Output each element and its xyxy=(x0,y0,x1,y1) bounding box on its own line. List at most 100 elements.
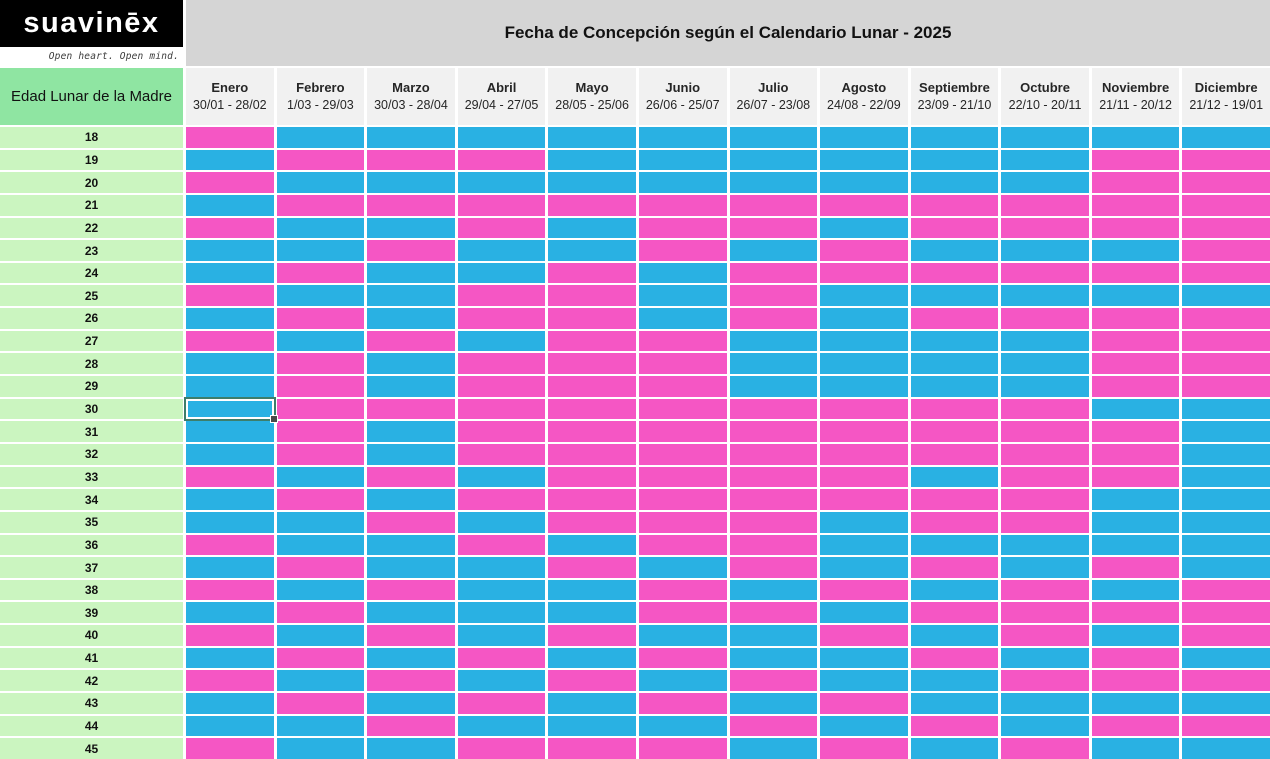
grid-cell[interactable] xyxy=(820,715,908,737)
grid-cell[interactable] xyxy=(638,194,727,216)
grid-cell[interactable] xyxy=(548,670,636,692)
grid-cell[interactable] xyxy=(910,262,999,284)
grid-cell[interactable] xyxy=(457,308,546,329)
grid-cell[interactable] xyxy=(1182,285,1270,307)
grid-cell[interactable] xyxy=(910,466,999,488)
grid-cell[interactable] xyxy=(186,557,274,578)
age-cell-24[interactable]: 24 xyxy=(0,262,183,284)
grid-cell[interactable] xyxy=(276,602,365,624)
grid-cell[interactable] xyxy=(1091,738,1180,759)
month-header-diciembre[interactable]: Diciembre 21/12 - 19/01 xyxy=(1182,68,1270,125)
grid-cell[interactable] xyxy=(1182,194,1270,216)
grid-cell[interactable] xyxy=(820,602,908,624)
grid-cell[interactable] xyxy=(457,443,546,465)
grid-cell[interactable] xyxy=(1182,579,1270,601)
grid-cell[interactable] xyxy=(1182,376,1270,397)
grid-cell[interactable] xyxy=(457,262,546,284)
grid-cell[interactable] xyxy=(367,127,455,148)
grid-cell[interactable] xyxy=(1182,647,1270,669)
grid-cell[interactable] xyxy=(1001,353,1089,375)
grid-cell[interactable] xyxy=(910,738,999,759)
grid-cell[interactable] xyxy=(910,602,999,624)
grid-cell[interactable] xyxy=(457,398,546,420)
grid-cell[interactable] xyxy=(548,625,636,646)
grid-cell[interactable] xyxy=(548,330,636,352)
grid-cell[interactable] xyxy=(276,376,365,397)
grid-cell[interactable] xyxy=(457,738,546,759)
grid-cell[interactable] xyxy=(186,194,274,216)
grid-cell[interactable] xyxy=(1001,194,1089,216)
grid-cell[interactable] xyxy=(276,421,365,442)
age-cell-28[interactable]: 28 xyxy=(0,353,183,375)
grid-cell[interactable] xyxy=(276,308,365,329)
month-header-febrero[interactable]: Febrero 1/03 - 29/03 xyxy=(276,68,365,125)
age-cell-38[interactable]: 38 xyxy=(0,579,183,601)
age-cell-32[interactable]: 32 xyxy=(0,443,183,465)
grid-cell[interactable] xyxy=(1001,738,1089,759)
grid-cell[interactable] xyxy=(729,443,818,465)
grid-cell[interactable] xyxy=(367,194,455,216)
grid-cell[interactable] xyxy=(638,738,727,759)
grid-cell[interactable] xyxy=(638,330,727,352)
grid-cell[interactable] xyxy=(729,421,818,442)
grid-cell[interactable] xyxy=(638,240,727,261)
grid-cell[interactable] xyxy=(1091,670,1180,692)
grid-cell[interactable] xyxy=(367,738,455,759)
month-header-octubre[interactable]: Octubre 22/10 - 20/11 xyxy=(1001,68,1089,125)
grid-cell[interactable] xyxy=(820,240,908,261)
grid-cell[interactable] xyxy=(1001,602,1089,624)
month-header-abril[interactable]: Abril 29/04 - 27/05 xyxy=(457,68,546,125)
grid-cell[interactable] xyxy=(910,127,999,148)
grid-cell[interactable] xyxy=(1001,172,1089,193)
grid-cell[interactable] xyxy=(276,285,365,307)
grid-cell[interactable] xyxy=(729,647,818,669)
grid-cell[interactable] xyxy=(548,172,636,193)
grid-cell[interactable] xyxy=(1091,285,1180,307)
grid-cell[interactable] xyxy=(367,262,455,284)
grid-cell[interactable] xyxy=(367,149,455,171)
grid-cell[interactable] xyxy=(186,602,274,624)
grid-cell[interactable] xyxy=(457,670,546,692)
grid-cell[interactable] xyxy=(367,421,455,442)
grid-cell[interactable] xyxy=(1001,579,1089,601)
grid-cell[interactable] xyxy=(548,262,636,284)
grid-cell[interactable] xyxy=(910,308,999,329)
grid-cell[interactable] xyxy=(638,715,727,737)
grid-cell[interactable] xyxy=(820,127,908,148)
age-cell-37[interactable]: 37 xyxy=(0,557,183,578)
grid-cell[interactable] xyxy=(638,693,727,714)
grid-cell[interactable] xyxy=(276,557,365,578)
grid-cell[interactable] xyxy=(638,670,727,692)
age-cell-20[interactable]: 20 xyxy=(0,172,183,193)
grid-cell[interactable] xyxy=(186,579,274,601)
grid-cell[interactable] xyxy=(729,579,818,601)
month-header-junio[interactable]: Junio 26/06 - 25/07 xyxy=(638,68,727,125)
grid-cell[interactable] xyxy=(1182,217,1270,239)
month-header-mayo[interactable]: Mayo 28/05 - 25/06 xyxy=(548,68,636,125)
grid-cell[interactable] xyxy=(367,240,455,261)
grid-cell[interactable] xyxy=(186,511,274,533)
grid-cell[interactable] xyxy=(729,240,818,261)
grid-cell[interactable] xyxy=(820,443,908,465)
age-cell-43[interactable]: 43 xyxy=(0,693,183,714)
age-cell-39[interactable]: 39 xyxy=(0,602,183,624)
grid-cell[interactable] xyxy=(820,172,908,193)
grid-cell[interactable] xyxy=(548,489,636,510)
grid-cell[interactable] xyxy=(1182,602,1270,624)
grid-cell[interactable] xyxy=(367,670,455,692)
grid-cell[interactable] xyxy=(1182,738,1270,759)
grid-cell[interactable] xyxy=(1182,489,1270,510)
grid-cell[interactable] xyxy=(457,285,546,307)
grid-cell[interactable] xyxy=(367,693,455,714)
grid-cell[interactable] xyxy=(820,376,908,397)
grid-cell[interactable] xyxy=(638,421,727,442)
grid-cell[interactable] xyxy=(820,194,908,216)
grid-cell[interactable] xyxy=(1182,149,1270,171)
grid-cell[interactable] xyxy=(548,127,636,148)
age-cell-33[interactable]: 33 xyxy=(0,466,183,488)
grid-cell[interactable] xyxy=(1001,670,1089,692)
grid-cell[interactable] xyxy=(276,443,365,465)
grid-cell[interactable] xyxy=(186,670,274,692)
grid-cell[interactable] xyxy=(276,738,365,759)
grid-cell[interactable] xyxy=(276,149,365,171)
